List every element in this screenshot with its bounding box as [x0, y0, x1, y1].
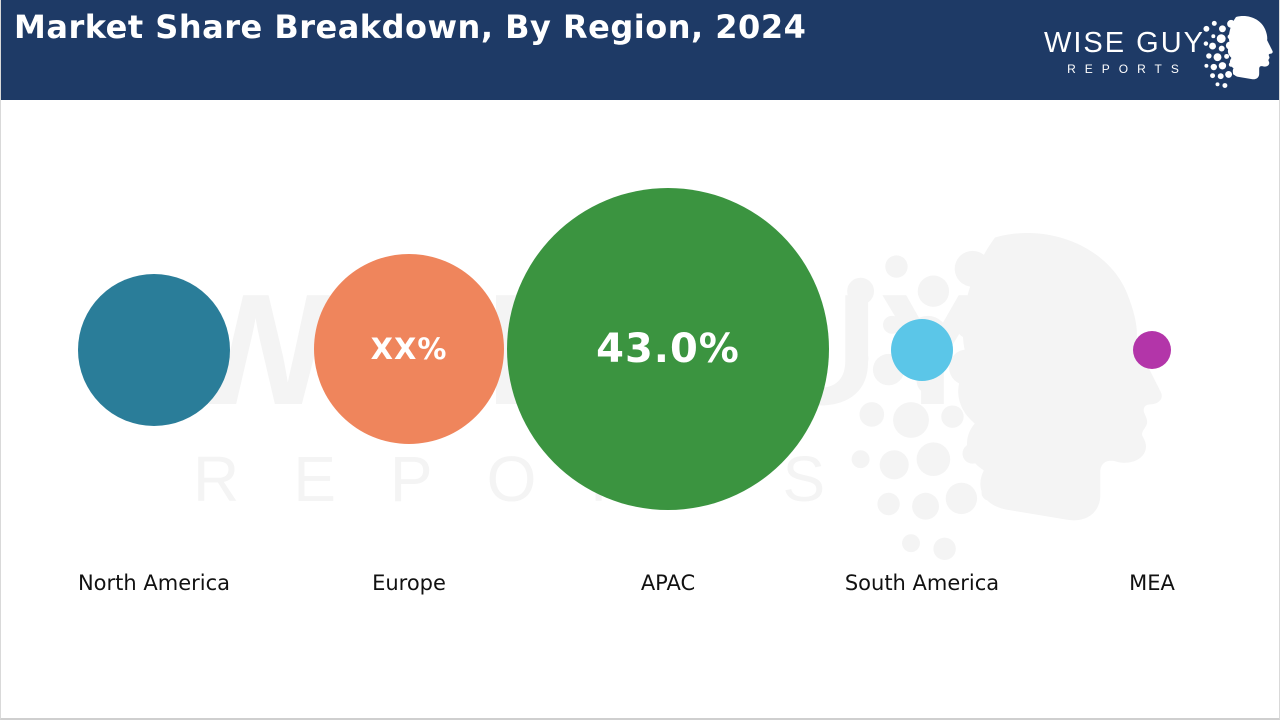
bubble-north-america	[78, 274, 230, 426]
bubble-apac: 43.0%	[507, 188, 829, 510]
category-label-mea: MEA	[1129, 571, 1175, 595]
page-title: Market Share Breakdown, By Region, 2024	[14, 8, 807, 46]
logo-text: WISE GUY REPORTS	[1044, 27, 1205, 76]
watermark-head-icon	[827, 222, 1163, 562]
wise-guy-logo: WISE GUY REPORTS	[1044, 5, 1273, 97]
logo-subtitle: REPORTS	[1067, 61, 1188, 76]
bubble-value-apac: 43.0%	[596, 326, 740, 372]
category-label-europe: Europe	[372, 571, 446, 595]
logo-wordmark: WISE GUY	[1043, 26, 1205, 59]
category-label-south-america: South America	[844, 571, 1000, 595]
bubble-europe: XX%	[314, 254, 504, 444]
category-label-apac: APAC	[640, 571, 696, 595]
header: Market Share Breakdown, By Region, 2024 …	[1, 0, 1279, 100]
category-label-north-america: North America	[77, 571, 231, 595]
bubble-south-america	[891, 319, 953, 381]
logo-head-icon	[1199, 7, 1273, 95]
bubble-mea	[1133, 331, 1171, 369]
chart-area: WISE GUY REPORTS XX%43.0% North AmericaE…	[1, 100, 1279, 718]
bubble-value-europe: XX%	[370, 332, 448, 366]
